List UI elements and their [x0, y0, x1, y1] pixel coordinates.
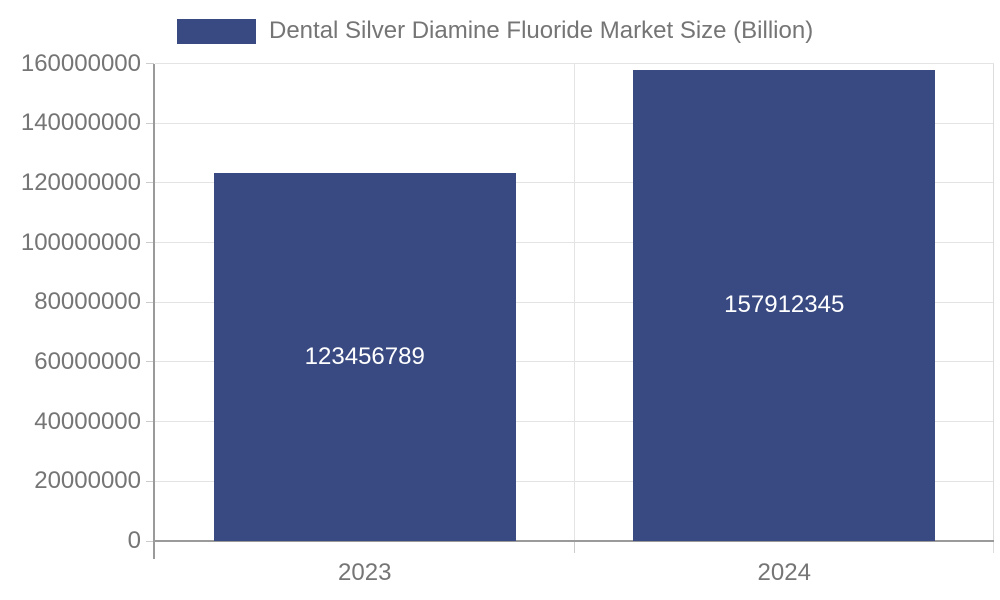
y-axis-tick-label: 140000000	[20, 109, 141, 137]
y-axis-tick-label: 20000000	[34, 467, 141, 495]
x-axis-tick-label: 2023	[338, 559, 392, 586]
y-axis-tick	[146, 301, 154, 303]
y-axis-tick	[146, 421, 154, 423]
category-boundary-gridline	[574, 63, 575, 541]
x-axis-line	[153, 540, 994, 542]
bar-value-label: 123456789	[304, 342, 425, 370]
y-axis-tick	[146, 540, 154, 542]
bar-value-label: 157912345	[724, 291, 845, 319]
legend: Dental Silver Diamine Fluoride Market Si…	[177, 17, 813, 45]
y-axis-tick	[146, 122, 154, 124]
y-axis-tick-label: 120000000	[20, 168, 141, 196]
y-axis-tick	[146, 480, 154, 482]
bar-2024[interactable]	[633, 69, 936, 541]
legend-label: Dental Silver Diamine Fluoride Market Si…	[269, 17, 814, 44]
y-axis-line	[153, 63, 155, 559]
legend-item[interactable]: Dental Silver Diamine Fluoride Market Si…	[177, 17, 813, 45]
bar-2023[interactable]	[213, 172, 516, 541]
y-axis-tick-label: 100000000	[20, 228, 141, 256]
x-axis-tick-label: 2024	[757, 559, 811, 586]
y-axis-tick	[146, 182, 154, 184]
y-axis-tick-label: 160000000	[20, 49, 141, 77]
x-axis-tick	[574, 542, 575, 553]
y-axis-tick-label: 80000000	[34, 288, 141, 316]
y-axis-tick	[146, 242, 154, 244]
y-axis-tick-label: 60000000	[34, 347, 141, 375]
y-axis-tick-label: 0	[127, 527, 141, 554]
y-axis-tick	[146, 361, 154, 363]
y-axis-tick-label: 40000000	[34, 407, 141, 435]
panel-right-border	[993, 63, 994, 553]
legend-swatch	[177, 18, 256, 44]
y-axis-tick	[146, 63, 154, 64]
